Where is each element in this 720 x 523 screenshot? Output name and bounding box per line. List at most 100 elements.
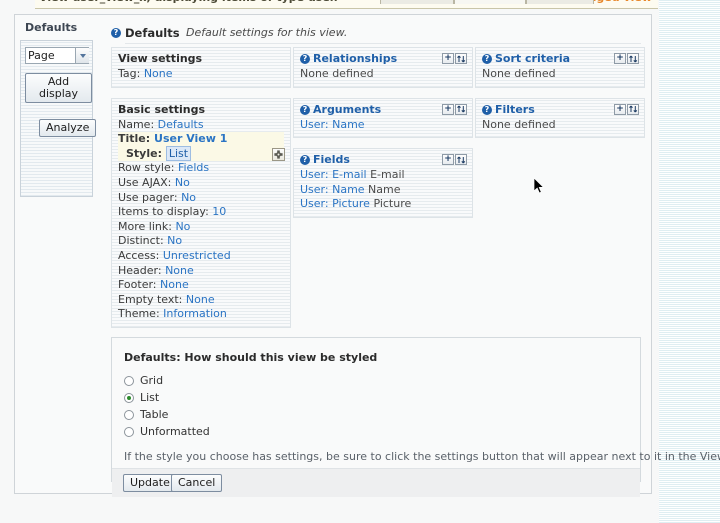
row-value-link[interactable]: Fields bbox=[177, 161, 210, 175]
rearrange-icon[interactable] bbox=[627, 53, 639, 64]
basic-row-theme: Theme: Information bbox=[118, 307, 284, 322]
row-value-link[interactable]: None bbox=[185, 292, 215, 306]
cancel-button[interactable]: Cancel bbox=[171, 474, 223, 492]
fields-title[interactable]: ? Fields bbox=[300, 153, 466, 167]
help-icon[interactable]: ? bbox=[111, 28, 121, 38]
fields-box: + ? Fields User: E-mail E-mail bbox=[293, 148, 473, 218]
view-tab-1[interactable] bbox=[380, 0, 454, 4]
summary-header: ? Defaults Default settings for this vie… bbox=[111, 26, 641, 44]
view-tab-3[interactable] bbox=[526, 0, 594, 4]
add-display-button[interactable]: Add display bbox=[25, 73, 92, 103]
basic-settings-box: Basic settings Name: Defaults Title: Use… bbox=[111, 97, 291, 328]
basic-row-name: Name: Defaults bbox=[118, 118, 284, 133]
summary-column-right: + ? Sort criteria None defined + bbox=[475, 47, 645, 148]
row-value-link[interactable]: No bbox=[181, 190, 197, 204]
basic-row-empty-text: Empty text: None bbox=[118, 293, 284, 308]
rearrange-icon[interactable] bbox=[455, 53, 467, 64]
filters-title-text: Filters bbox=[495, 102, 535, 116]
row-value-link[interactable]: No bbox=[175, 219, 191, 233]
row-value-link[interactable]: Unrestricted bbox=[162, 248, 231, 262]
relationships-title[interactable]: ? Relationships bbox=[300, 52, 466, 66]
style-option-unformatted[interactable]: Unformatted bbox=[124, 423, 210, 440]
radio-icon-selected[interactable] bbox=[124, 392, 134, 403]
row-value-link[interactable]: No bbox=[167, 234, 183, 248]
style-form-title: Defaults: How should this view be styled bbox=[124, 351, 378, 364]
radio-icon[interactable] bbox=[124, 409, 134, 420]
row-value-link[interactable]: None bbox=[160, 278, 189, 292]
style-radio-group: Grid List Table Unformatted bbox=[124, 372, 210, 440]
fields-row-email: User: E-mail E-mail bbox=[300, 168, 466, 183]
display-type-select[interactable]: Page bbox=[25, 47, 89, 64]
view-header-tabs bbox=[380, 0, 660, 4]
row-value-link[interactable]: Defaults bbox=[157, 117, 204, 131]
style-option-label: Table bbox=[140, 408, 169, 421]
filters-empty: None defined bbox=[482, 117, 556, 131]
add-icon[interactable]: + bbox=[614, 53, 626, 64]
arguments-row: User: Name bbox=[300, 118, 466, 133]
row-label: Empty text: bbox=[118, 292, 183, 306]
sort-criteria-title[interactable]: ? Sort criteria bbox=[482, 52, 638, 66]
row-value-link[interactable]: User View 1 bbox=[154, 132, 228, 146]
filters-box: + ? Filters None defined bbox=[475, 97, 645, 139]
basic-row-access: Access: Unrestricted bbox=[118, 249, 284, 264]
displays-sidebar: Defaults Page Add display Analyze bbox=[15, 15, 97, 493]
basic-row-distinct: Distinct: No bbox=[118, 234, 284, 249]
add-icon[interactable]: + bbox=[614, 103, 626, 115]
row-value-link[interactable]: None bbox=[143, 67, 173, 80]
view-settings-row-tag: Tag: None bbox=[118, 67, 284, 82]
help-icon[interactable]: ? bbox=[482, 54, 492, 64]
row-value-link[interactable]: Name bbox=[332, 117, 365, 131]
row-value-link[interactable]: Picture bbox=[332, 197, 370, 211]
update-button[interactable]: Update bbox=[123, 474, 177, 492]
row-extra: E-mail bbox=[370, 168, 405, 182]
row-label-link[interactable]: User: bbox=[300, 168, 329, 182]
view-settings-box: View settings Tag: None bbox=[111, 47, 291, 88]
help-icon[interactable]: ? bbox=[482, 104, 492, 115]
row-value-link[interactable]: No bbox=[174, 175, 190, 189]
row-label: Use pager: bbox=[118, 190, 178, 204]
changed-view-link[interactable]: Changed view bbox=[565, 0, 652, 4]
fields-title-text: Fields bbox=[313, 153, 350, 167]
radio-icon[interactable] bbox=[124, 375, 134, 386]
style-option-grid[interactable]: Grid bbox=[124, 372, 210, 389]
arguments-box: + ? Arguments User: Name bbox=[293, 97, 473, 139]
analyze-button[interactable]: Analyze bbox=[39, 119, 97, 137]
view-tab-2[interactable] bbox=[454, 0, 526, 4]
sidebar-tab-defaults[interactable]: Defaults bbox=[17, 17, 91, 37]
summary-description: Default settings for this view. bbox=[186, 26, 348, 39]
row-value-link[interactable]: None bbox=[165, 263, 194, 277]
row-label: Use AJAX: bbox=[118, 175, 172, 189]
gear-icon[interactable] bbox=[272, 147, 285, 161]
page-background-texture bbox=[659, 0, 720, 523]
style-option-list[interactable]: List bbox=[124, 389, 210, 406]
style-option-table[interactable]: Table bbox=[124, 406, 210, 423]
rearrange-icon[interactable] bbox=[627, 103, 639, 115]
row-value-link[interactable]: Information bbox=[163, 307, 227, 321]
radio-icon[interactable] bbox=[124, 426, 134, 437]
row-label: Style: bbox=[126, 146, 162, 160]
row-value-link[interactable]: Name bbox=[332, 182, 365, 196]
row-value-link[interactable]: E-mail bbox=[332, 168, 367, 182]
rearrange-icon[interactable] bbox=[455, 154, 467, 166]
add-icon[interactable]: + bbox=[442, 154, 454, 166]
help-icon[interactable]: ? bbox=[300, 104, 310, 115]
sidebar-body: Page Add display Analyze bbox=[20, 40, 97, 197]
row-label-link[interactable]: User: bbox=[300, 117, 329, 131]
summary-column-left: View settings Tag: None Basic settings N… bbox=[111, 47, 291, 338]
filters-title[interactable]: ? Filters bbox=[482, 103, 638, 117]
row-value-link[interactable]: List bbox=[165, 145, 192, 161]
sort-criteria-empty: None defined bbox=[482, 67, 556, 80]
row-label-link[interactable]: User: bbox=[300, 197, 329, 211]
rearrange-icon[interactable] bbox=[455, 103, 467, 115]
row-label-link[interactable]: User: bbox=[300, 182, 329, 196]
add-icon[interactable]: + bbox=[442, 53, 454, 64]
row-label: Header: bbox=[118, 263, 162, 277]
arguments-title[interactable]: ? Arguments bbox=[300, 103, 466, 117]
help-icon[interactable]: ? bbox=[300, 155, 310, 166]
help-icon[interactable]: ? bbox=[300, 54, 310, 64]
basic-row-header: Header: None bbox=[118, 264, 284, 279]
add-icon[interactable]: + bbox=[442, 103, 454, 115]
view-header-title: View user_view_x, displaying items of ty… bbox=[39, 0, 338, 4]
row-value-link[interactable]: 10 bbox=[212, 205, 227, 219]
row-extra: Name bbox=[368, 182, 401, 196]
